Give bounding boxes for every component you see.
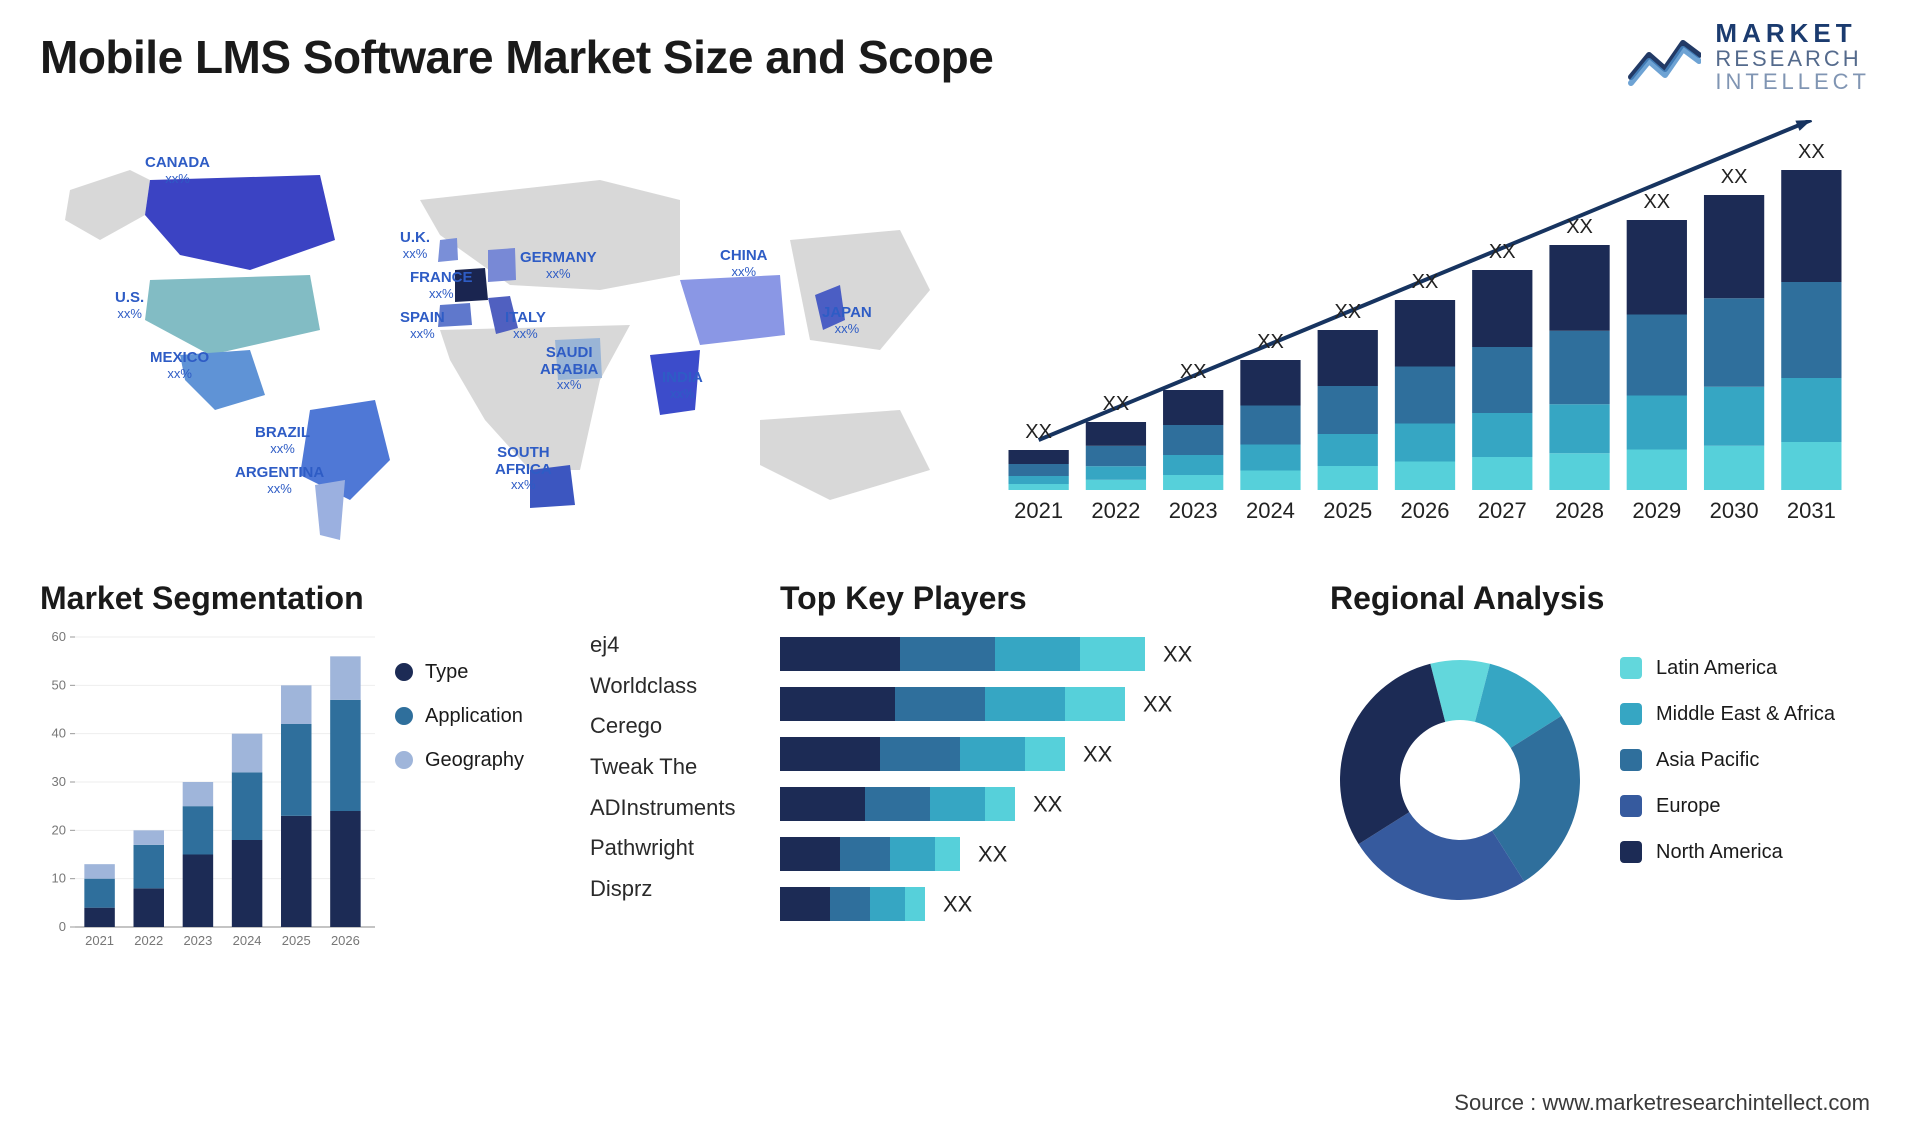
regional-panel: Regional Analysis Latin AmericaMiddle Ea…	[1330, 580, 1890, 1020]
brand-logo-text: MARKET RESEARCH INTELLECT	[1715, 20, 1870, 93]
map-label-southafrica: SOUTHAFRICAxx%	[495, 445, 552, 492]
seg-legend-geography: Geography	[395, 738, 524, 782]
market-growth-svg: XX 2021 XX 2022 XX 2023 XX 2024 XX 2025 XX 2026 XX 20…	[980, 120, 1860, 540]
player-worldclass: Worldclass	[590, 666, 760, 707]
player-ej4: ej4	[590, 625, 760, 666]
map-label-france: FRANCExx%	[410, 270, 473, 301]
player-pathwright: Pathwright	[590, 828, 760, 869]
header: Mobile LMS Software Market Size and Scop…	[0, 0, 1920, 110]
logo-line-3: INTELLECT	[1715, 70, 1870, 93]
brand-logo: MARKET RESEARCH INTELLECT	[1627, 20, 1870, 93]
player-adinstruments: ADInstruments	[590, 788, 760, 829]
svg-text:2030: 2030	[1710, 498, 1759, 523]
svg-text:2024: 2024	[1246, 498, 1295, 523]
brand-logo-icon	[1627, 25, 1701, 89]
players-chart: XXXXXXXXXXXX	[780, 627, 1260, 967]
svg-text:2023: 2023	[183, 933, 212, 948]
svg-text:30: 30	[52, 774, 66, 789]
svg-text:XX: XX	[978, 841, 1008, 866]
map-label-spain: SPAINxx%	[400, 310, 445, 341]
players-panel: Top Key Players ej4WorldclassCeregoTweak…	[780, 580, 1340, 1020]
svg-text:50: 50	[52, 677, 66, 692]
svg-text:60: 60	[52, 629, 66, 644]
svg-text:XX: XX	[1143, 691, 1173, 716]
svg-text:2031: 2031	[1787, 498, 1836, 523]
logo-line-2: RESEARCH	[1715, 47, 1870, 70]
svg-text:2025: 2025	[1323, 498, 1372, 523]
svg-text:XX: XX	[1025, 421, 1052, 443]
player-disprz: Disprz	[590, 869, 760, 910]
svg-text:2021: 2021	[85, 933, 114, 948]
map-label-italy: ITALYxx%	[505, 310, 546, 341]
svg-text:XX: XX	[1566, 216, 1593, 238]
svg-text:XX: XX	[1163, 641, 1193, 666]
seg-legend-application: Application	[395, 694, 524, 738]
region-latinamerica: Latin America	[1620, 645, 1835, 691]
map-label-china: CHINAxx%	[720, 248, 768, 279]
svg-text:XX: XX	[1257, 331, 1284, 353]
map-label-argentina: ARGENTINAxx%	[235, 465, 324, 496]
svg-text:XX: XX	[1033, 791, 1063, 816]
svg-text:0: 0	[59, 919, 66, 934]
region-asiapacific: Asia Pacific	[1620, 737, 1835, 783]
segmentation-chart: 0 10 20 30 40 50 60 2021 2022 2023 2024 2025 2026	[40, 627, 380, 957]
svg-text:2026: 2026	[331, 933, 360, 948]
svg-text:20: 20	[52, 822, 66, 837]
map-label-canada: CANADAxx%	[145, 155, 210, 186]
svg-text:XX: XX	[1334, 301, 1361, 323]
region-middleeastafrica: Middle East & Africa	[1620, 691, 1835, 737]
svg-text:2028: 2028	[1555, 498, 1604, 523]
svg-text:2027: 2027	[1478, 498, 1527, 523]
player-cerego: Cerego	[590, 706, 760, 747]
map-label-saudiarabia: SAUDIARABIAxx%	[540, 345, 598, 392]
seg-legend-type: Type	[395, 650, 524, 694]
svg-text:2022: 2022	[1091, 498, 1140, 523]
svg-text:XX: XX	[943, 891, 973, 916]
map-label-india: INDIAxx%	[662, 370, 703, 401]
map-label-brazil: BRAZILxx%	[255, 425, 310, 456]
regional-donut	[1320, 640, 1600, 920]
svg-text:2022: 2022	[134, 933, 163, 948]
svg-text:XX: XX	[1180, 361, 1207, 383]
region-northamerica: North America	[1620, 829, 1835, 875]
page-title: Mobile LMS Software Market Size and Scop…	[40, 30, 993, 84]
svg-text:2021: 2021	[1014, 498, 1063, 523]
svg-text:2029: 2029	[1632, 498, 1681, 523]
svg-text:2026: 2026	[1401, 498, 1450, 523]
svg-text:2023: 2023	[1169, 498, 1218, 523]
svg-text:XX: XX	[1412, 271, 1439, 293]
svg-text:10: 10	[52, 871, 66, 886]
regional-legend: Latin AmericaMiddle East & AfricaAsia Pa…	[1620, 645, 1835, 875]
top-row: CANADAxx% U.S.xx%MEXICOxx% BRAZILxx% ARGENT…	[0, 120, 1920, 540]
map-label-japan: JAPANxx%	[822, 305, 872, 336]
svg-text:2025: 2025	[282, 933, 311, 948]
map-label-us: U.S.xx%	[115, 290, 144, 321]
svg-text:XX: XX	[1103, 393, 1130, 415]
svg-text:XX: XX	[1083, 741, 1113, 766]
map-label-mexico: MEXICOxx%	[150, 350, 209, 381]
svg-text:XX: XX	[1798, 141, 1825, 163]
segmentation-title: Market Segmentation	[40, 580, 760, 617]
player-tweakthe: Tweak The	[590, 747, 760, 788]
source-text: Source : www.marketresearchintellect.com	[1454, 1090, 1870, 1116]
map-label-uk: U.K.xx%	[400, 230, 430, 261]
svg-text:XX: XX	[1643, 191, 1670, 213]
logo-line-1: MARKET	[1715, 20, 1870, 47]
region-europe: Europe	[1620, 783, 1835, 829]
regional-title: Regional Analysis	[1330, 580, 1890, 617]
bottom-row: Market Segmentation 0 10 20 30 40 50 60 2021 202…	[0, 580, 1920, 1040]
segmentation-legend: TypeApplicationGeography	[395, 650, 524, 782]
map-label-germany: GERMANYxx%	[520, 250, 597, 281]
players-title: Top Key Players	[780, 580, 1340, 617]
market-growth-chart: XX 2021 XX 2022 XX 2023 XX 2024 XX 2025 XX 2026 XX 20…	[980, 120, 1860, 540]
svg-text:2024: 2024	[233, 933, 262, 948]
svg-text:40: 40	[52, 726, 66, 741]
svg-text:XX: XX	[1721, 166, 1748, 188]
players-list: ej4WorldclassCeregoTweak TheADInstrument…	[590, 625, 760, 910]
world-map: CANADAxx% U.S.xx%MEXICOxx% BRAZILxx% ARGENT…	[40, 120, 940, 540]
svg-text:XX: XX	[1489, 241, 1516, 263]
